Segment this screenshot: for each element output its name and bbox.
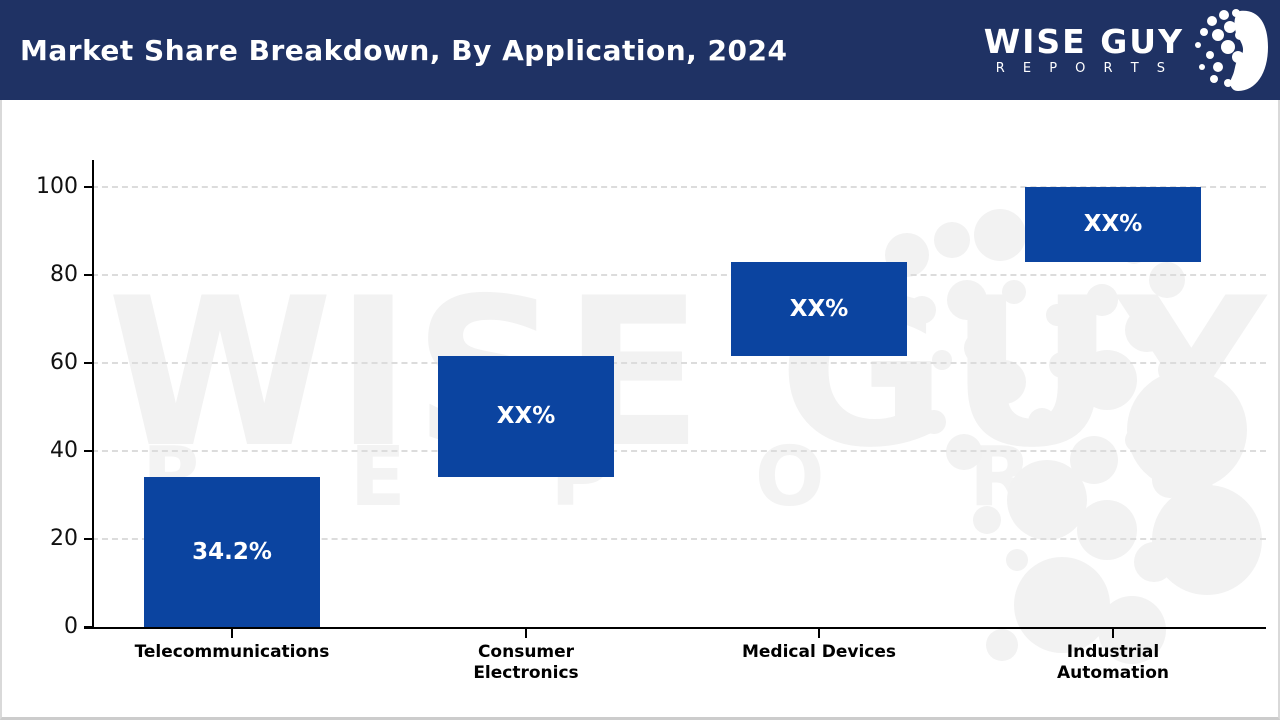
page-title: Market Share Breakdown, By Application, … xyxy=(20,33,788,67)
bar-value-label-3: XX% xyxy=(1083,211,1143,238)
y-axis-tick-100 xyxy=(84,186,92,188)
waterfall-chart: 0 20 40 60 80 100 34.2% XX% XX% XX% Telecommunicat… xyxy=(2,100,1280,717)
bar-value-label-2: XX% xyxy=(789,296,849,323)
x-axis-line xyxy=(84,627,1266,629)
bar-0: 34.2% xyxy=(144,476,320,627)
x-axis-tick-0 xyxy=(231,629,233,638)
bar-3: XX% xyxy=(1025,187,1201,262)
y-axis-tick-40 xyxy=(84,450,92,452)
x-category-label-3: Industrial Automation xyxy=(1057,642,1169,683)
wise-guy-logo: WISE GUY R E P O R T S xyxy=(984,7,1280,93)
chart-canvas: WISE GUY R E P O R T S xyxy=(0,100,1280,720)
gridline-20 xyxy=(92,538,1266,540)
bar-2: XX% xyxy=(731,261,907,357)
logo-text: WISE GUY R E P O R T S xyxy=(984,25,1184,75)
logo-face-icon xyxy=(1195,9,1268,92)
bar-value-label-1: XX% xyxy=(496,403,556,430)
y-axis-label-40: 40 xyxy=(50,438,78,463)
x-axis-tick-3 xyxy=(1112,629,1114,638)
gridline-80 xyxy=(92,274,1266,276)
gridline-60 xyxy=(92,362,1266,364)
logo-reports-text: R E P O R T S xyxy=(995,61,1173,76)
y-axis-label-0: 0 xyxy=(64,614,78,639)
x-category-label-1: Consumer Electronics xyxy=(473,642,579,683)
gridline-40 xyxy=(92,450,1266,452)
bar-1: XX% xyxy=(438,356,614,477)
bar-value-label-0: 34.2% xyxy=(192,538,272,565)
x-category-label-2: Medical Devices xyxy=(741,642,896,662)
y-axis-label-100: 100 xyxy=(36,174,78,199)
logo-wiseguy-text: WISE GUY xyxy=(983,22,1184,61)
y-axis-label-80: 80 xyxy=(50,262,78,287)
y-axis-line xyxy=(92,160,94,629)
y-axis-tick-60 xyxy=(84,362,92,364)
x-axis-tick-1 xyxy=(525,629,527,638)
y-axis-tick-80 xyxy=(84,274,92,276)
y-axis-label-20: 20 xyxy=(50,526,78,551)
gridline-100 xyxy=(92,186,1266,188)
y-axis-tick-20 xyxy=(84,538,92,540)
header-banner: Market Share Breakdown, By Application, … xyxy=(0,0,1280,100)
y-axis-label-60: 60 xyxy=(50,350,78,375)
x-axis-tick-2 xyxy=(818,629,820,638)
x-category-label-0: Telecommunications xyxy=(134,642,330,662)
